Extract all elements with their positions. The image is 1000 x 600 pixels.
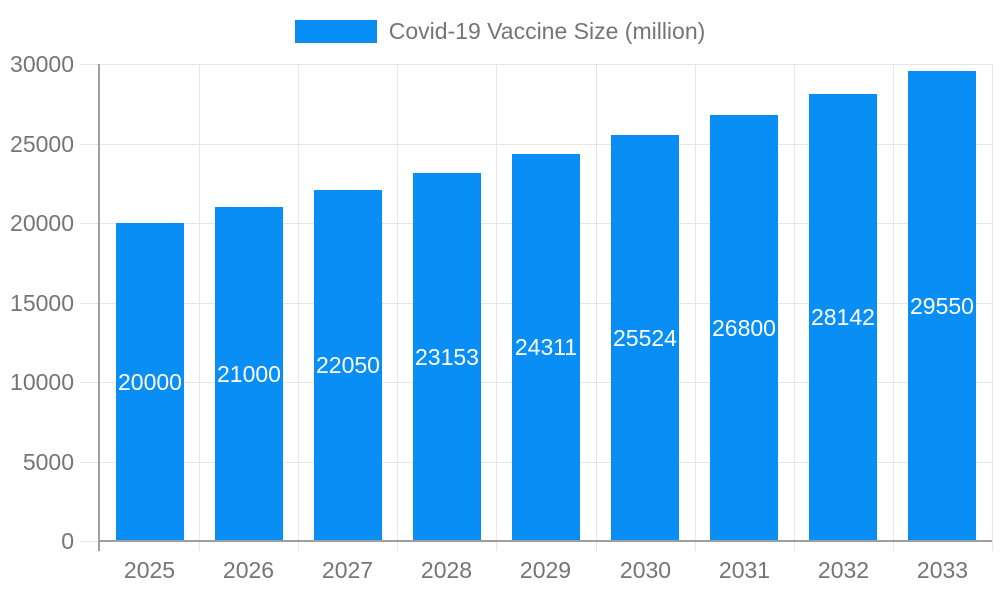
bar-value-label: 28142 <box>811 304 875 330</box>
bar-2026[interactable]: 21000 <box>215 207 283 541</box>
legend-label: Covid-19 Vaccine Size (million) <box>388 18 706 44</box>
x-axis-label-2028: 2028 <box>420 557 473 583</box>
y-axis-tick <box>80 382 100 383</box>
bar-value-label: 23153 <box>415 343 479 370</box>
x-axis-label-2030: 2030 <box>619 557 672 583</box>
y-axis-tick <box>80 144 100 145</box>
v-gridline <box>496 64 497 551</box>
bar-2030[interactable]: 25524 <box>611 135 679 541</box>
bar-value-label: 25524 <box>613 324 677 351</box>
legend: Covid-19 Vaccine Size (million) <box>0 18 1000 45</box>
v-gridline <box>199 64 200 551</box>
x-axis-label-2027: 2027 <box>321 557 374 583</box>
v-gridline <box>794 64 795 551</box>
y-axis-label: 25000 <box>10 131 74 157</box>
x-axis-label-2026: 2026 <box>222 557 275 583</box>
h-gridline <box>100 144 992 145</box>
y-axis-label: 30000 <box>10 51 74 77</box>
x-axis-label-2025: 2025 <box>123 557 176 583</box>
x-axis-line <box>98 540 992 542</box>
y-axis-label: 5000 <box>22 449 74 475</box>
x-axis-label-2029: 2029 <box>519 557 572 583</box>
x-axis-label-2031: 2031 <box>718 557 771 583</box>
x-axis-label-2032: 2032 <box>817 557 870 583</box>
y-axis-label: 20000 <box>10 210 74 236</box>
v-gridline <box>893 64 894 551</box>
bar-2032[interactable]: 28142 <box>809 94 877 541</box>
bar-value-label: 21000 <box>217 360 281 387</box>
bar-value-label: 20000 <box>118 368 182 395</box>
bar-value-label: 22050 <box>316 352 380 378</box>
v-gridline <box>397 64 398 551</box>
bar-2028[interactable]: 23153 <box>413 173 481 541</box>
bar-2027[interactable]: 22050 <box>314 190 382 541</box>
y-axis-tick <box>80 462 100 463</box>
y-axis-label: 10000 <box>10 369 74 395</box>
y-axis-line <box>98 64 100 551</box>
y-axis-tick <box>80 541 100 542</box>
bar-value-label: 29550 <box>910 292 974 319</box>
y-axis-label: 0 <box>61 528 74 554</box>
bar-2031[interactable]: 26800 <box>710 115 778 541</box>
bar-2025[interactable]: 20000 <box>116 223 184 541</box>
v-gridline <box>298 64 299 551</box>
y-axis-tick <box>80 303 100 304</box>
x-axis-label-2033: 2033 <box>916 557 969 583</box>
h-gridline <box>100 64 992 65</box>
bar-value-label: 24311 <box>514 334 578 360</box>
v-gridline <box>695 64 696 551</box>
y-axis-tick <box>80 64 100 65</box>
bar-2033[interactable]: 29550 <box>908 71 976 541</box>
y-axis-tick <box>80 223 100 224</box>
bar-2029[interactable]: 24311 <box>512 154 580 541</box>
v-gridline <box>992 64 993 551</box>
v-gridline <box>596 64 597 551</box>
bar-value-label: 26800 <box>712 314 776 341</box>
y-axis-label: 15000 <box>10 290 74 316</box>
legend-swatch[interactable] <box>294 20 377 43</box>
